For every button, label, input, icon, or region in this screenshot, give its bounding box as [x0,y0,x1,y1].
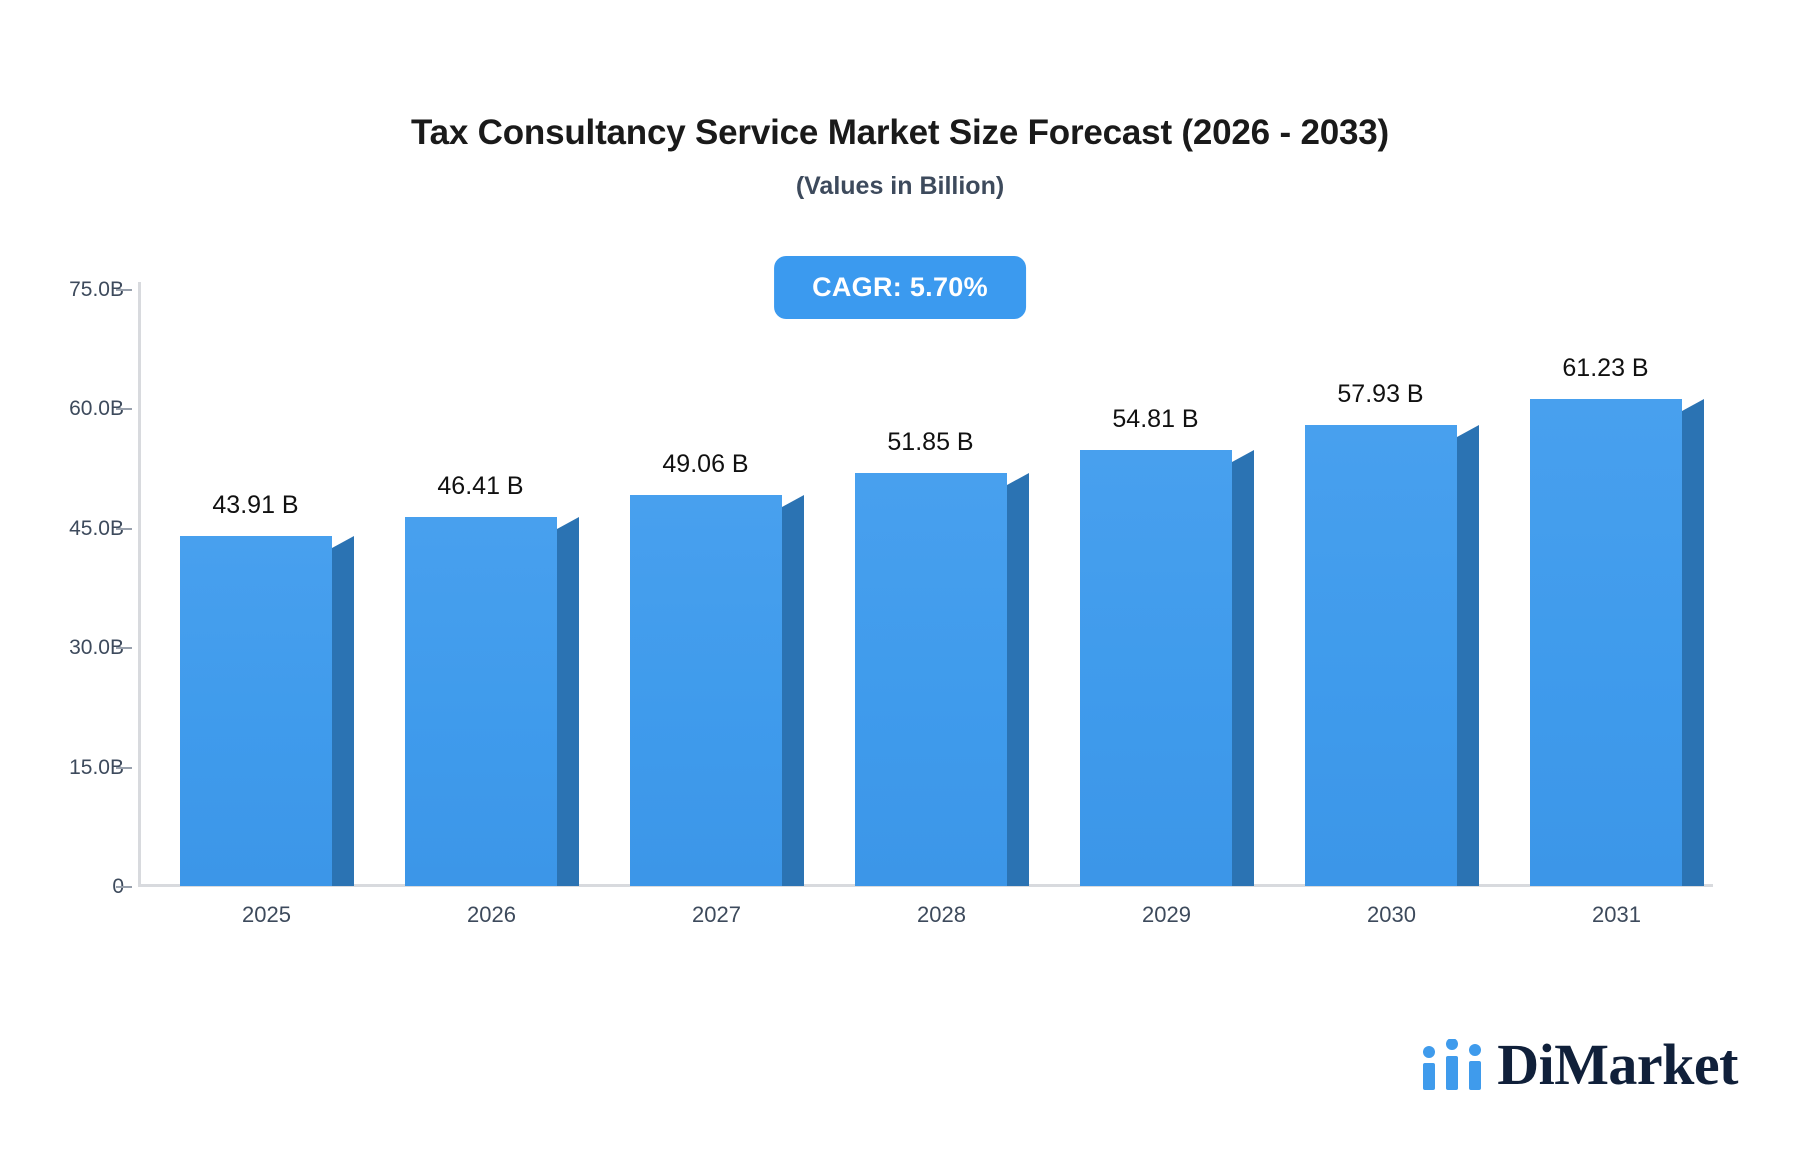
x-axis-tick-label: 2026 [467,902,516,927]
y-axis-tick-mark [116,886,132,888]
bar-top-face [331,536,354,549]
brand-logo: DiMarket [1421,1036,1738,1094]
x-axis-tick-label: 2030 [1367,902,1416,927]
bar-front-face [404,516,557,886]
bar-value-label: 51.85 B [887,428,974,457]
bar-top-face [556,516,579,529]
bar-value-label: 61.23 B [1562,353,1649,382]
bar-top-face [1231,449,1254,462]
x-axis-tick-label: 2027 [692,902,741,927]
bar [1529,398,1704,886]
x-axis-tick-label: 2029 [1142,902,1191,927]
bar-top-face [1456,424,1479,437]
chart-subtitle: (Values in Billion) [795,172,1005,200]
y-axis-tick-mark [116,527,132,530]
bar-value-label: 54.81 B [1112,404,1199,433]
x-axis-tick-label: 2028 [917,902,966,927]
bar [404,516,579,886]
y-axis-tick-label: 60.0B [69,397,124,421]
y-axis-tick-mark [116,766,132,769]
page-title: Tax Consultancy Service Market Size Fore… [411,113,1389,152]
bar-value-label: 49.06 B [662,450,749,479]
bar-side-face [331,548,354,886]
bar-front-face [629,495,782,886]
bar-side-face [781,507,804,886]
bar-side-face [1231,461,1254,886]
y-axis-tick-label: 15.0B [69,755,124,779]
bar-value-label: 46.41 B [437,471,524,500]
y-axis-tick-label: 30.0B [69,636,124,660]
bar-side-face [556,528,579,886]
x-axis-tick-label: 2025 [242,902,291,927]
bar-top-face [1681,398,1704,411]
bar [1304,424,1479,886]
y-axis-tick-mark [116,647,132,650]
y-axis-tick-mark [116,408,132,411]
bar-front-face [854,473,1007,886]
bar-chart-icon [1423,1039,1482,1090]
bar-front-face [179,536,332,886]
bar-value-label: 57.93 B [1337,379,1424,408]
bar [1079,449,1254,886]
bar-series: 43.91 B 46.41 B 49.06 B 51.85 B 54.81 B 57.93… [138,286,1713,886]
bar [854,473,1029,886]
x-axis-tick-label: 2031 [1592,902,1641,927]
bar [179,536,354,886]
bar-front-face [1079,449,1232,886]
y-axis-tick-label: 45.0B [69,516,124,540]
bar-front-face [1304,424,1457,886]
logo-text: DiMarket [1497,1032,1738,1097]
bar-value-label: 43.91 B [212,491,299,520]
bar-front-face [1529,398,1682,886]
bar-side-face [1456,436,1479,886]
bar-top-face [781,495,804,508]
bar [629,495,804,886]
bar-top-face [1006,473,1029,486]
bar-side-face [1006,485,1029,886]
cagr-badge: CAGR: 5.70% [774,256,1026,319]
y-axis-line [138,282,141,887]
y-axis-tick-label: 0 [0,875,124,899]
y-axis-tick-label: 75.0B [69,278,124,301]
bar-side-face [1681,410,1704,886]
y-axis-tick-mark [116,289,132,291]
